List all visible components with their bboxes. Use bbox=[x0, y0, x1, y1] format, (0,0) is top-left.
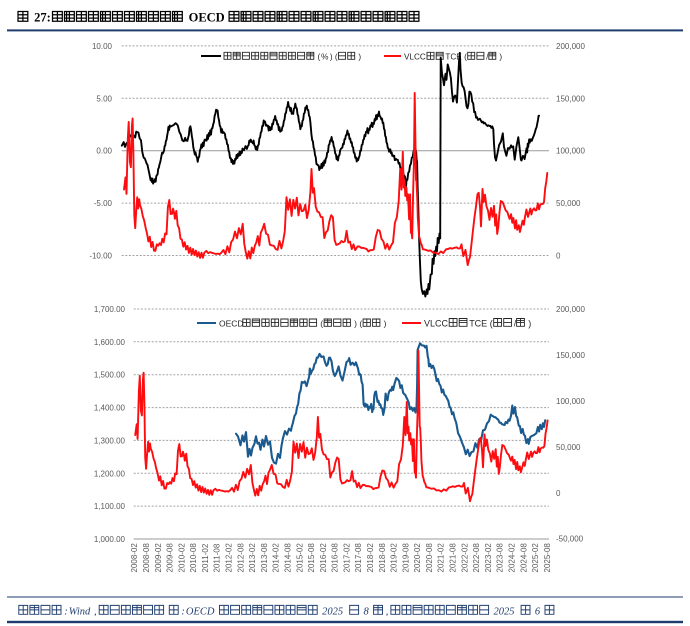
svg-text:2009-02: 2009-02 bbox=[154, 543, 163, 573]
svg-text:2023-08: 2023-08 bbox=[496, 543, 505, 573]
svg-text:2024-08: 2024-08 bbox=[519, 543, 528, 573]
svg-text:OECD: OECD bbox=[219, 319, 244, 329]
svg-text:2025: 2025 bbox=[322, 607, 343, 618]
svg-text:2008-08: 2008-08 bbox=[142, 543, 151, 573]
svg-text:2011-02: 2011-02 bbox=[201, 543, 210, 572]
svg-text:5.00: 5.00 bbox=[96, 94, 112, 103]
svg-text:(: ( bbox=[335, 53, 338, 62]
svg-text:): ) bbox=[499, 53, 502, 62]
svg-text:50,000: 50,000 bbox=[556, 199, 581, 208]
svg-text:6: 6 bbox=[535, 607, 541, 618]
svg-text:150,000: 150,000 bbox=[556, 94, 585, 103]
svg-text:2017-02: 2017-02 bbox=[342, 543, 351, 573]
svg-text:1,600.00: 1,600.00 bbox=[94, 338, 126, 347]
svg-text:1,400.00: 1,400.00 bbox=[94, 404, 126, 413]
svg-text:TCE: TCE bbox=[445, 53, 462, 62]
svg-text:100,000: 100,000 bbox=[556, 147, 585, 156]
svg-text:%: % bbox=[321, 53, 328, 62]
svg-text:(: ( bbox=[359, 319, 362, 329]
svg-text:,: , bbox=[386, 607, 389, 618]
svg-text:2014-08: 2014-08 bbox=[284, 543, 293, 573]
svg-text:): ) bbox=[528, 319, 531, 329]
svg-text::: : bbox=[64, 607, 68, 618]
svg-text:/: / bbox=[514, 319, 517, 329]
svg-text:2009-08: 2009-08 bbox=[166, 543, 175, 573]
svg-text:2018-02: 2018-02 bbox=[366, 543, 375, 573]
svg-text:,: , bbox=[94, 607, 97, 618]
svg-text:): ) bbox=[384, 319, 387, 329]
svg-text:Wind: Wind bbox=[69, 607, 91, 618]
svg-text:2023-02: 2023-02 bbox=[484, 543, 493, 573]
svg-text:2019-08: 2019-08 bbox=[401, 543, 410, 573]
svg-text:2021-02: 2021-02 bbox=[437, 543, 446, 573]
svg-text:1,500.00: 1,500.00 bbox=[94, 371, 126, 380]
svg-text:OECD: OECD bbox=[186, 607, 215, 618]
svg-text:2018-08: 2018-08 bbox=[378, 543, 387, 573]
svg-text:2012-08: 2012-08 bbox=[236, 543, 245, 573]
svg-text:2008-02: 2008-02 bbox=[130, 543, 139, 573]
svg-text:2017-08: 2017-08 bbox=[354, 543, 363, 573]
svg-text:200,000: 200,000 bbox=[556, 305, 585, 314]
svg-text:-5.00: -5.00 bbox=[94, 199, 113, 208]
svg-text:1,000.00: 1,000.00 bbox=[94, 535, 126, 544]
svg-text:2016-08: 2016-08 bbox=[331, 543, 340, 573]
svg-text:0: 0 bbox=[556, 489, 561, 498]
svg-text:2013-02: 2013-02 bbox=[248, 543, 257, 573]
svg-text:TCE: TCE bbox=[469, 319, 487, 329]
svg-text:2025-02: 2025-02 bbox=[531, 543, 540, 573]
svg-text:2015-02: 2015-02 bbox=[295, 543, 304, 573]
svg-text:2025: 2025 bbox=[494, 607, 515, 618]
svg-text:2010-08: 2010-08 bbox=[189, 543, 198, 573]
svg-text:2014-02: 2014-02 bbox=[272, 543, 281, 573]
svg-text:2021-08: 2021-08 bbox=[449, 543, 458, 573]
svg-text:2022-08: 2022-08 bbox=[472, 543, 481, 573]
svg-text:2020-02: 2020-02 bbox=[413, 543, 422, 573]
svg-text:1,700.00: 1,700.00 bbox=[94, 305, 126, 314]
svg-text:2010-02: 2010-02 bbox=[177, 543, 186, 573]
svg-text:2011-08: 2011-08 bbox=[213, 543, 222, 572]
svg-text:(: ( bbox=[318, 53, 321, 62]
svg-text:2020-08: 2020-08 bbox=[425, 543, 434, 573]
svg-text:/: / bbox=[486, 53, 489, 62]
svg-text::: : bbox=[181, 607, 185, 618]
svg-text:200,000: 200,000 bbox=[556, 42, 585, 51]
svg-text:2022-02: 2022-02 bbox=[460, 543, 469, 573]
svg-text:10.00: 10.00 bbox=[92, 42, 113, 51]
svg-text:): ) bbox=[358, 53, 361, 62]
svg-text:1,300.00: 1,300.00 bbox=[94, 436, 126, 445]
svg-text:-50,000: -50,000 bbox=[556, 535, 584, 544]
svg-text:2013-08: 2013-08 bbox=[260, 543, 269, 573]
svg-text:1,200.00: 1,200.00 bbox=[94, 469, 126, 478]
svg-text:): ) bbox=[330, 53, 333, 62]
svg-text:VLCC: VLCC bbox=[424, 319, 449, 329]
svg-text:): ) bbox=[354, 319, 357, 329]
svg-text:1,100.00: 1,100.00 bbox=[94, 502, 126, 511]
svg-text:50,000: 50,000 bbox=[556, 443, 581, 452]
svg-text:(: ( bbox=[464, 53, 467, 62]
svg-text:2024-02: 2024-02 bbox=[508, 543, 517, 573]
svg-text:2015-08: 2015-08 bbox=[307, 543, 316, 573]
svg-text:2016-02: 2016-02 bbox=[319, 543, 328, 573]
svg-text:27:: 27: bbox=[34, 11, 51, 25]
svg-text:2012-02: 2012-02 bbox=[225, 543, 234, 573]
svg-text:100,000: 100,000 bbox=[556, 397, 585, 406]
svg-text:-10.00: -10.00 bbox=[89, 252, 112, 261]
svg-text:(: ( bbox=[490, 319, 493, 329]
svg-text:2019-02: 2019-02 bbox=[390, 543, 399, 573]
svg-text:0: 0 bbox=[556, 252, 561, 261]
svg-text:8: 8 bbox=[364, 607, 370, 618]
svg-text:(: ( bbox=[320, 319, 323, 329]
svg-text:OECD: OECD bbox=[189, 11, 225, 25]
svg-text:VLCC: VLCC bbox=[404, 53, 426, 62]
svg-text:150,000: 150,000 bbox=[556, 351, 585, 360]
svg-text:0.00: 0.00 bbox=[96, 147, 112, 156]
svg-text:2025-08: 2025-08 bbox=[543, 543, 552, 573]
